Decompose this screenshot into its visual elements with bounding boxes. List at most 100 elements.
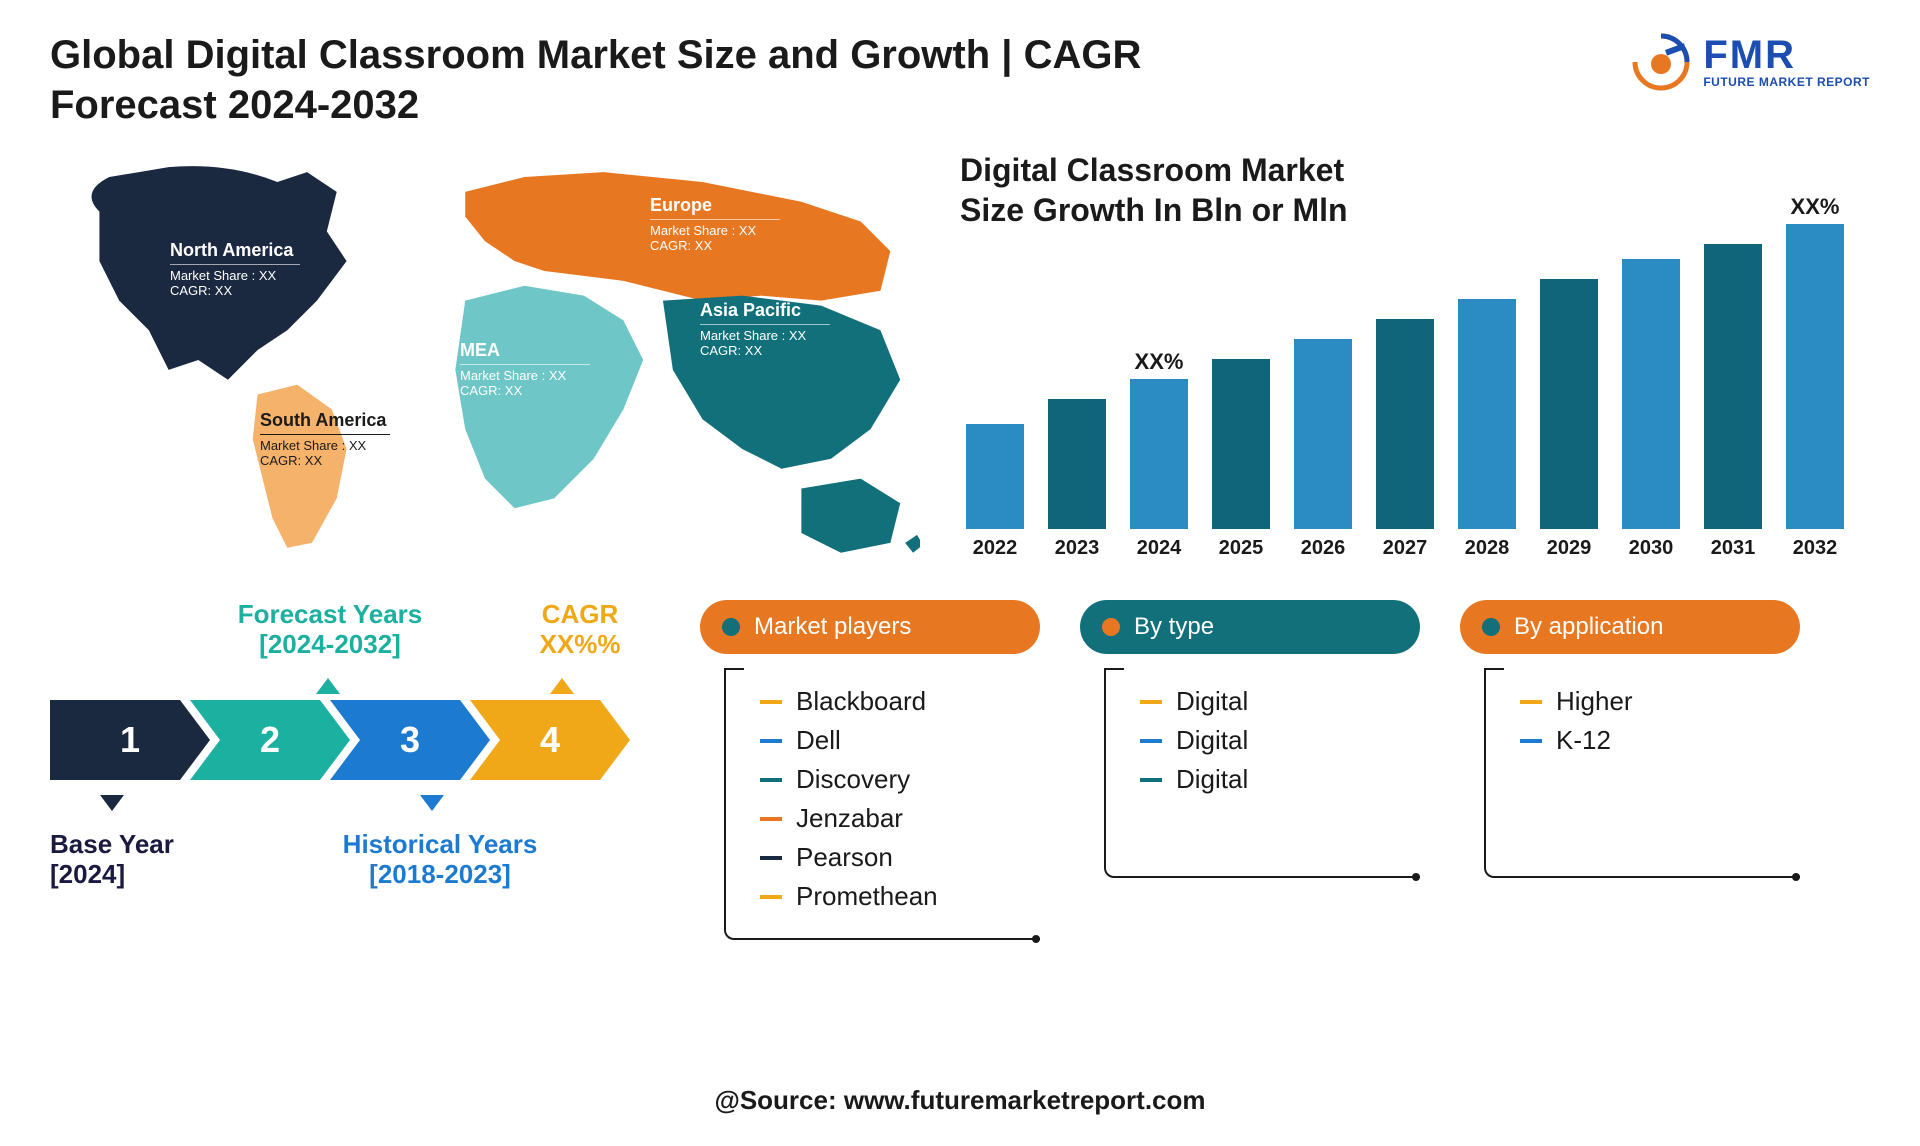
- category-pill: By type: [1080, 600, 1420, 654]
- arrow-down-icon: [420, 795, 444, 811]
- region-label-eu: Europe Market Share : XX CAGR: XX: [650, 195, 780, 253]
- region-label-ap: Asia Pacific Market Share : XX CAGR: XX: [700, 300, 830, 358]
- arrow-up-icon: [316, 678, 340, 694]
- historical-label: Historical Years[2018-2023]: [330, 830, 550, 890]
- bar: 2027: [1370, 319, 1440, 560]
- list-item: K-12: [1520, 725, 1800, 756]
- bar: 2028: [1452, 299, 1522, 560]
- source-attribution: @Source: www.futuremarketreport.com: [714, 1085, 1205, 1116]
- tick-icon: [1140, 778, 1162, 782]
- world-map: North America Market Share : XX CAGR: XX…: [50, 150, 920, 560]
- category-list: Higher K-12: [1484, 668, 1800, 878]
- bottom-row: Forecast Years[2024-2032] CAGRXX%% 1234 …: [50, 600, 1870, 940]
- timeline-step: 2: [190, 700, 350, 780]
- item-label: Discovery: [796, 764, 910, 795]
- tick-icon: [1520, 700, 1542, 704]
- tick-icon: [760, 778, 782, 782]
- category-list: Digital Digital Digital: [1104, 668, 1420, 878]
- bar-year-label: 2029: [1547, 537, 1592, 560]
- bar-year-label: 2026: [1301, 537, 1346, 560]
- category-title: Market players: [754, 613, 911, 641]
- bar-year-label: 2023: [1055, 537, 1100, 560]
- category-pill: Market players: [700, 600, 1040, 654]
- region-label-sa: South America Market Share : XX CAGR: XX: [260, 410, 390, 468]
- region-label-na: North America Market Share : XX CAGR: XX: [170, 240, 300, 298]
- arrow-up-icon: [550, 678, 574, 694]
- list-item: Discovery: [760, 764, 1040, 795]
- category-title: By type: [1134, 613, 1214, 641]
- base-year-label: Base Year[2024]: [50, 830, 210, 890]
- main-row: North America Market Share : XX CAGR: XX…: [50, 150, 1870, 560]
- bar-chart: 20222023XX%20242025202620272028202920302…: [960, 240, 1870, 560]
- timeline-step: 1: [50, 700, 210, 780]
- timeline: Forecast Years[2024-2032] CAGRXX%% 1234 …: [50, 600, 650, 940]
- bar-year-label: 2031: [1711, 537, 1756, 560]
- tick-icon: [760, 817, 782, 821]
- bar: XX%2032: [1780, 224, 1850, 560]
- list-item: Digital: [1140, 686, 1420, 717]
- categories: Market players Blackboard Dell Discovery Jen…: [700, 600, 1800, 940]
- tick-icon: [760, 895, 782, 899]
- tick-icon: [760, 739, 782, 743]
- list-item: Digital: [1140, 725, 1420, 756]
- bar-chart-area: Digital Classroom Market Size Growth In …: [960, 150, 1870, 560]
- telescope-icon: [1629, 30, 1693, 94]
- dot-icon: [1482, 618, 1500, 636]
- item-label: Digital: [1176, 764, 1248, 795]
- bar-year-label: 2028: [1465, 537, 1510, 560]
- dot-icon: [1102, 618, 1120, 636]
- list-item: Higher: [1520, 686, 1800, 717]
- list-item: Digital: [1140, 764, 1420, 795]
- bar-year-label: 2027: [1383, 537, 1428, 560]
- category-column: By type Digital Digital Digital: [1080, 600, 1420, 940]
- item-label: Higher: [1556, 686, 1633, 717]
- logo: FMR FUTURE MARKET REPORT: [1629, 30, 1870, 94]
- arrow-down-icon: [100, 795, 124, 811]
- cagr-label: CAGRXX%%: [520, 600, 640, 660]
- region-label-mea: MEA Market Share : XX CAGR: XX: [460, 340, 590, 398]
- bar-pct-label: XX%: [1135, 349, 1184, 375]
- bar-year-label: 2022: [973, 537, 1018, 560]
- item-label: Digital: [1176, 725, 1248, 756]
- chart-title: Digital Classroom Market Size Growth In …: [960, 150, 1380, 230]
- timeline-steps: 1234: [50, 700, 650, 780]
- item-label: Digital: [1176, 686, 1248, 717]
- page-title: Global Digital Classroom Market Size and…: [50, 30, 1290, 130]
- list-item: Jenzabar: [760, 803, 1040, 834]
- category-column: By application Higher K-12: [1460, 600, 1800, 940]
- list-item: Promethean: [760, 881, 1040, 912]
- timeline-step: 3: [330, 700, 490, 780]
- category-pill: By application: [1460, 600, 1800, 654]
- bar: 2022: [960, 424, 1030, 560]
- bar: 2023: [1042, 399, 1112, 560]
- list-item: Dell: [760, 725, 1040, 756]
- category-title: By application: [1514, 613, 1663, 641]
- bar: XX%2024: [1124, 379, 1194, 560]
- item-label: Dell: [796, 725, 841, 756]
- item-label: Pearson: [796, 842, 893, 873]
- item-label: Jenzabar: [796, 803, 903, 834]
- tick-icon: [1140, 700, 1162, 704]
- category-column: Market players Blackboard Dell Discovery Jen…: [700, 600, 1040, 940]
- tick-icon: [760, 700, 782, 704]
- header: Global Digital Classroom Market Size and…: [50, 30, 1870, 130]
- list-item: Blackboard: [760, 686, 1040, 717]
- bar: 2030: [1616, 259, 1686, 560]
- bar-year-label: 2030: [1629, 537, 1674, 560]
- logo-sub: FUTURE MARKET REPORT: [1703, 75, 1870, 89]
- bar: 2025: [1206, 359, 1276, 560]
- forecast-label: Forecast Years[2024-2032]: [220, 600, 440, 660]
- category-list: Blackboard Dell Discovery Jenzabar Pearson Pr…: [724, 668, 1040, 940]
- tick-icon: [1520, 739, 1542, 743]
- item-label: K-12: [1556, 725, 1611, 756]
- item-label: Blackboard: [796, 686, 926, 717]
- bar-year-label: 2025: [1219, 537, 1264, 560]
- bar: 2031: [1698, 244, 1768, 560]
- bar-year-label: 2024: [1137, 537, 1182, 560]
- bar: 2029: [1534, 279, 1604, 560]
- bar-pct-label: XX%: [1791, 194, 1840, 220]
- tick-icon: [1140, 739, 1162, 743]
- bar: 2026: [1288, 339, 1358, 560]
- logo-text: FMR FUTURE MARKET REPORT: [1703, 35, 1870, 89]
- list-item: Pearson: [760, 842, 1040, 873]
